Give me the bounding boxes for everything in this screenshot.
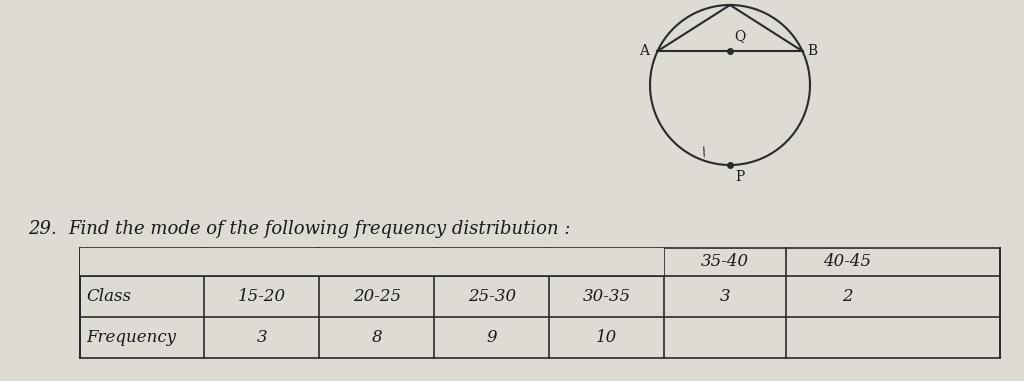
Text: 15-20: 15-20 [238, 288, 286, 305]
Text: Find the mode of the following frequency distribution :: Find the mode of the following frequency… [68, 220, 570, 238]
Bar [80, 248, 665, 276]
Text: Class: Class [86, 288, 131, 305]
Text: 10: 10 [596, 329, 617, 346]
Text: 29.: 29. [28, 220, 56, 238]
Text: 3: 3 [256, 329, 267, 346]
Text: A: A [640, 44, 649, 58]
Text: 8: 8 [372, 329, 382, 346]
Text: 9: 9 [486, 329, 497, 346]
Text: P: P [735, 170, 744, 184]
Text: Q: Q [734, 29, 745, 43]
Text: 30-35: 30-35 [583, 288, 631, 305]
Text: 20-25: 20-25 [352, 288, 400, 305]
Text: 40-45: 40-45 [823, 253, 871, 271]
Text: 25-30: 25-30 [468, 288, 516, 305]
Text: B: B [808, 44, 817, 58]
Text: 3: 3 [720, 288, 730, 305]
Text: 2: 2 [842, 288, 852, 305]
Text: Frequency: Frequency [86, 329, 176, 346]
Text: /: / [700, 144, 709, 158]
Text: 90°: 90° [733, 0, 758, 3]
Text: 35-40: 35-40 [701, 253, 750, 271]
